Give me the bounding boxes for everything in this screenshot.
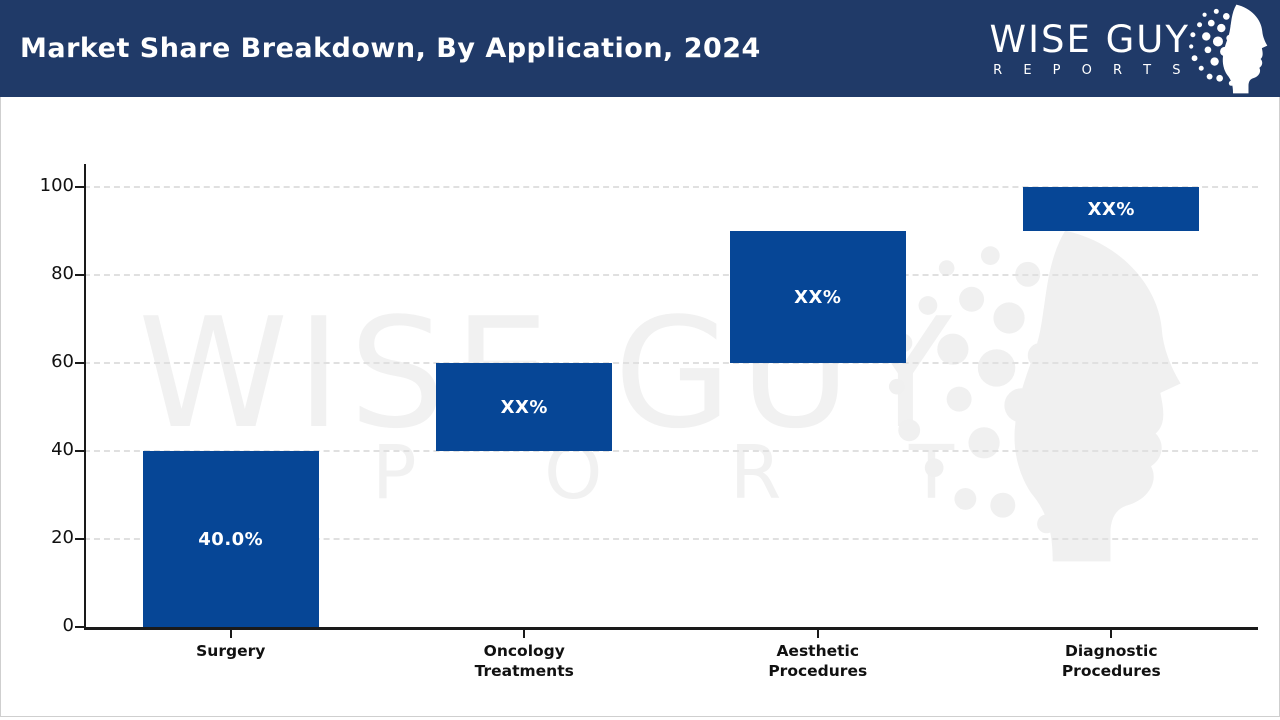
gridline-100 — [84, 186, 1258, 188]
bar-value-label: XX% — [794, 286, 842, 308]
category-label-aesthetic-procedures: Aesthetic Procedures — [768, 642, 868, 680]
category-label-diagnostic-procedures: Diagnostic Procedures — [1061, 642, 1161, 680]
header-bar: Market Share Breakdown, By Application, … — [0, 0, 1280, 97]
category-label-surgery: Surgery — [196, 642, 266, 660]
gridline-60 — [84, 362, 1258, 364]
x-axis-tick — [1110, 630, 1113, 638]
x-axis-tick — [229, 630, 232, 638]
y-axis-tick — [75, 274, 84, 276]
waterfall-bar-surgery: 40.0% — [142, 451, 319, 627]
brand-logo: WISE GUY R E P O R T S — [990, 2, 1274, 95]
bar-value-label: XX% — [1087, 198, 1135, 220]
gridline-40 — [84, 450, 1258, 452]
y-axis-tick-label: 100 — [39, 175, 74, 196]
y-axis-tick — [75, 450, 84, 452]
y-axis-spine — [84, 164, 86, 630]
waterfall-bar-diagnostic-procedures: XX% — [1023, 187, 1200, 231]
y-axis-tick-label: 40 — [51, 439, 74, 460]
gridline-80 — [84, 274, 1258, 276]
y-axis-tick — [75, 626, 84, 628]
category-label-oncology-treatments: Oncology Treatments — [474, 642, 574, 680]
waterfall-bar-oncology-treatments: XX% — [436, 363, 613, 451]
x-axis-spine — [84, 627, 1258, 630]
y-axis-tick-label: 80 — [51, 263, 74, 284]
bar-value-label: XX% — [500, 396, 548, 418]
x-axis-tick — [816, 630, 819, 638]
y-axis-tick — [75, 186, 84, 188]
logo-wordmark: WISE GUY — [989, 17, 1190, 61]
brand-logo-text: WISE GUY R E P O R T S — [989, 17, 1190, 78]
y-axis-tick — [75, 538, 84, 540]
y-axis-tick — [75, 362, 84, 364]
y-axis-tick-label: 0 — [62, 615, 74, 636]
waterfall-bar-aesthetic-procedures: XX% — [729, 231, 906, 363]
logo-subtext: R E P O R T S — [993, 62, 1189, 78]
y-axis-tick-label: 60 — [51, 351, 74, 372]
bar-value-label: 40.0% — [198, 528, 264, 550]
page-title: Market Share Breakdown, By Application, … — [20, 33, 761, 64]
y-axis-tick-label: 20 — [51, 527, 74, 548]
gridline-20 — [84, 538, 1258, 540]
x-axis-tick — [523, 630, 526, 638]
